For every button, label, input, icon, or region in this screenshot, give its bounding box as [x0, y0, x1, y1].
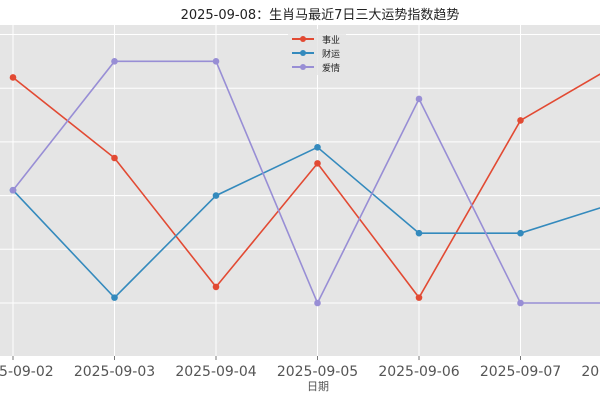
- data-point-marker: [314, 299, 321, 307]
- data-point-marker: [415, 95, 423, 103]
- legend-item-wealth: 财运: [292, 46, 340, 60]
- legend-label: 财运: [322, 49, 341, 60]
- data-point-marker: [111, 294, 118, 301]
- x-tick-label: 2025-09-08: [581, 364, 600, 380]
- x-axis-label: 日期: [307, 380, 329, 393]
- data-point-marker: [314, 143, 321, 151]
- data-point-marker: [212, 192, 220, 199]
- data-point-marker: [314, 160, 321, 167]
- x-tick-label: 2025-09-03: [74, 364, 155, 380]
- data-point-marker: [415, 229, 423, 237]
- data-point-marker: [111, 154, 118, 162]
- x-tick-label: 2025-09-07: [480, 364, 561, 380]
- data-point-marker: [111, 58, 118, 65]
- data-point-marker: [517, 117, 524, 124]
- data-point-marker: [517, 299, 524, 307]
- legend: 事业 财运 爱情: [288, 29, 346, 75]
- x-tick-label: 2025-09-05: [277, 364, 358, 380]
- chart-title: 2025-09-08：生肖马最近7日三大运势指数趋势: [180, 8, 460, 23]
- legend-swatch-career-icon: [292, 32, 314, 46]
- data-point-marker: [517, 229, 524, 237]
- x-tick-label: 2025-09-02: [0, 364, 54, 380]
- data-point-marker: [212, 283, 220, 291]
- x-tick-label: 2025-09-06: [378, 364, 459, 380]
- data-point-marker: [212, 58, 220, 65]
- legend-item-love: 爱情: [292, 60, 340, 74]
- legend-swatch-wealth-icon: [292, 46, 314, 60]
- legend-label: 爱情: [322, 63, 341, 74]
- data-point-marker: [415, 294, 423, 301]
- data-point-marker: [9, 186, 17, 194]
- x-tick-label: 2025-09-04: [175, 364, 256, 380]
- data-point-marker: [9, 74, 17, 81]
- legend-item-career: 事业: [292, 32, 340, 46]
- legend-swatch-love-icon: [292, 60, 314, 74]
- legend-label: 事业: [322, 35, 341, 46]
- data-series: [9, 58, 600, 307]
- x-axis-ticks: 2025-09-02 2025-09-03 2025-09-04 2025-09-05…: [0, 356, 600, 380]
